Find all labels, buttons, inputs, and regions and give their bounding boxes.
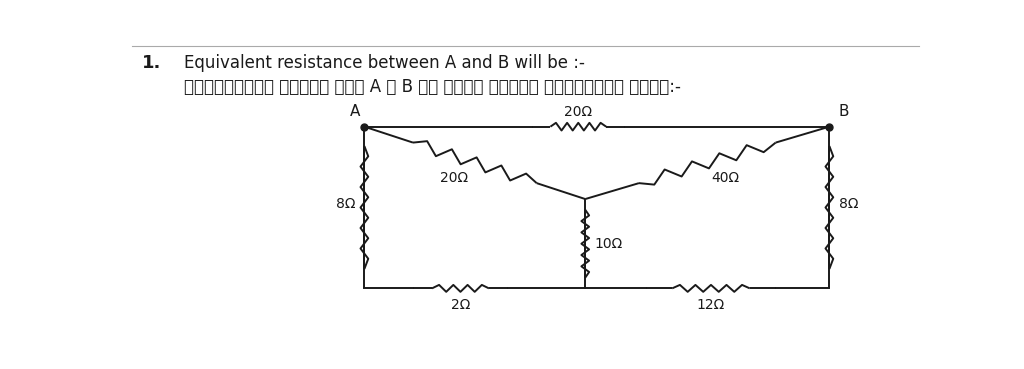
Text: 40Ω: 40Ω [712, 170, 739, 184]
Text: 20Ω: 20Ω [440, 170, 469, 184]
Text: A: A [350, 104, 360, 119]
Text: 2Ω: 2Ω [451, 298, 470, 311]
Text: 12Ω: 12Ω [697, 298, 725, 311]
Text: 8Ω: 8Ω [336, 197, 355, 211]
Text: 8Ω: 8Ω [839, 197, 858, 211]
Text: Equivalent resistance between A and B will be :-: Equivalent resistance between A and B wi… [183, 54, 585, 72]
Text: B: B [838, 104, 849, 119]
Text: 20Ω: 20Ω [564, 105, 592, 119]
Text: 10Ω: 10Ω [595, 237, 623, 251]
Text: 1.: 1. [142, 54, 162, 72]
Text: प्रदर्शित परिपथ में A व B के मध्य तुल्य प्रतिरोध होगा:-: प्रदर्शित परिपथ में A व B के मध्य तुल्य … [183, 78, 681, 96]
